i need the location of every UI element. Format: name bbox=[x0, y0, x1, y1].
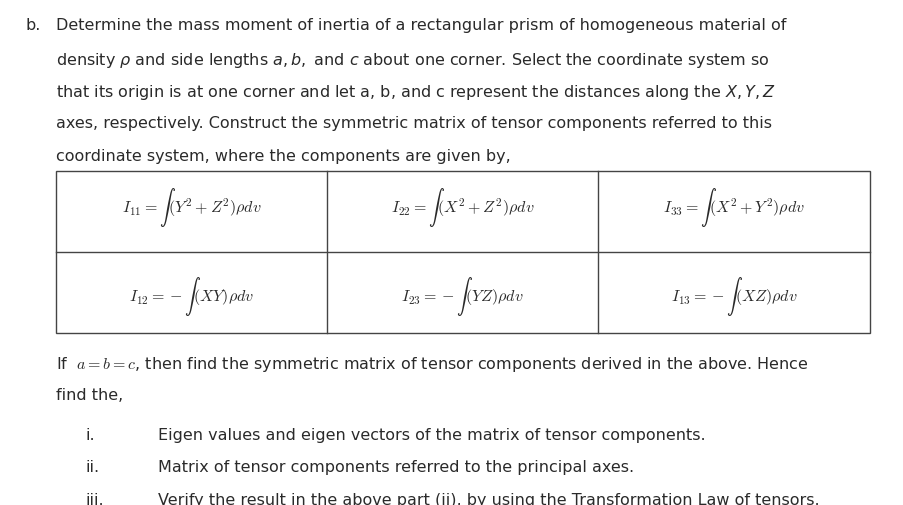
Bar bbox=[56, 172, 869, 333]
Text: b.: b. bbox=[25, 18, 41, 33]
Text: $I_{22} = \int (X^2 + Z^2)\rho dv$: $I_{22} = \int (X^2 + Z^2)\rho dv$ bbox=[391, 186, 534, 228]
Text: density $\rho$ and side lengths $a, b,$ and $c$ about one corner. Select the coo: density $\rho$ and side lengths $a, b,$ … bbox=[56, 50, 768, 70]
Text: Verify the result in the above part (ii), by using the Transformation Law of ten: Verify the result in the above part (ii)… bbox=[158, 492, 819, 505]
Text: ii.: ii. bbox=[86, 460, 100, 475]
Text: i.: i. bbox=[86, 427, 96, 442]
Text: $I_{12} = -\int (XY)\rho dv$: $I_{12} = -\int (XY)\rho dv$ bbox=[129, 274, 254, 317]
Text: Matrix of tensor components referred to the principal axes.: Matrix of tensor components referred to … bbox=[158, 460, 634, 475]
Text: iii.: iii. bbox=[86, 492, 105, 505]
Text: $I_{11} = \int (Y^2 + Z^2)\rho dv$: $I_{11} = \int (Y^2 + Z^2)\rho dv$ bbox=[122, 186, 261, 228]
Text: axes, respectively. Construct the symmetric matrix of tensor components referred: axes, respectively. Construct the symmet… bbox=[56, 116, 771, 131]
Text: If  $a = b = c$, then find the symmetric matrix of tensor components derived in : If $a = b = c$, then find the symmetric … bbox=[56, 355, 808, 374]
Text: $I_{13} = -\int (XZ)\rho dv$: $I_{13} = -\int (XZ)\rho dv$ bbox=[670, 274, 796, 317]
Text: that its origin is at one corner and let a, b, and c represent the distances alo: that its origin is at one corner and let… bbox=[56, 83, 775, 103]
Text: Eigen values and eigen vectors of the matrix of tensor components.: Eigen values and eigen vectors of the ma… bbox=[158, 427, 705, 442]
Text: $I_{33} = \int (X^2 + Y^2)\rho dv$: $I_{33} = \int (X^2 + Y^2)\rho dv$ bbox=[662, 186, 805, 228]
Text: Determine the mass moment of inertia of a rectangular prism of homogeneous mater: Determine the mass moment of inertia of … bbox=[56, 18, 786, 33]
Text: $I_{23} = -\int (YZ)\rho dv$: $I_{23} = -\int (YZ)\rho dv$ bbox=[401, 274, 524, 317]
Text: find the,: find the, bbox=[56, 387, 123, 402]
Text: coordinate system, where the components are given by,: coordinate system, where the components … bbox=[56, 149, 510, 164]
